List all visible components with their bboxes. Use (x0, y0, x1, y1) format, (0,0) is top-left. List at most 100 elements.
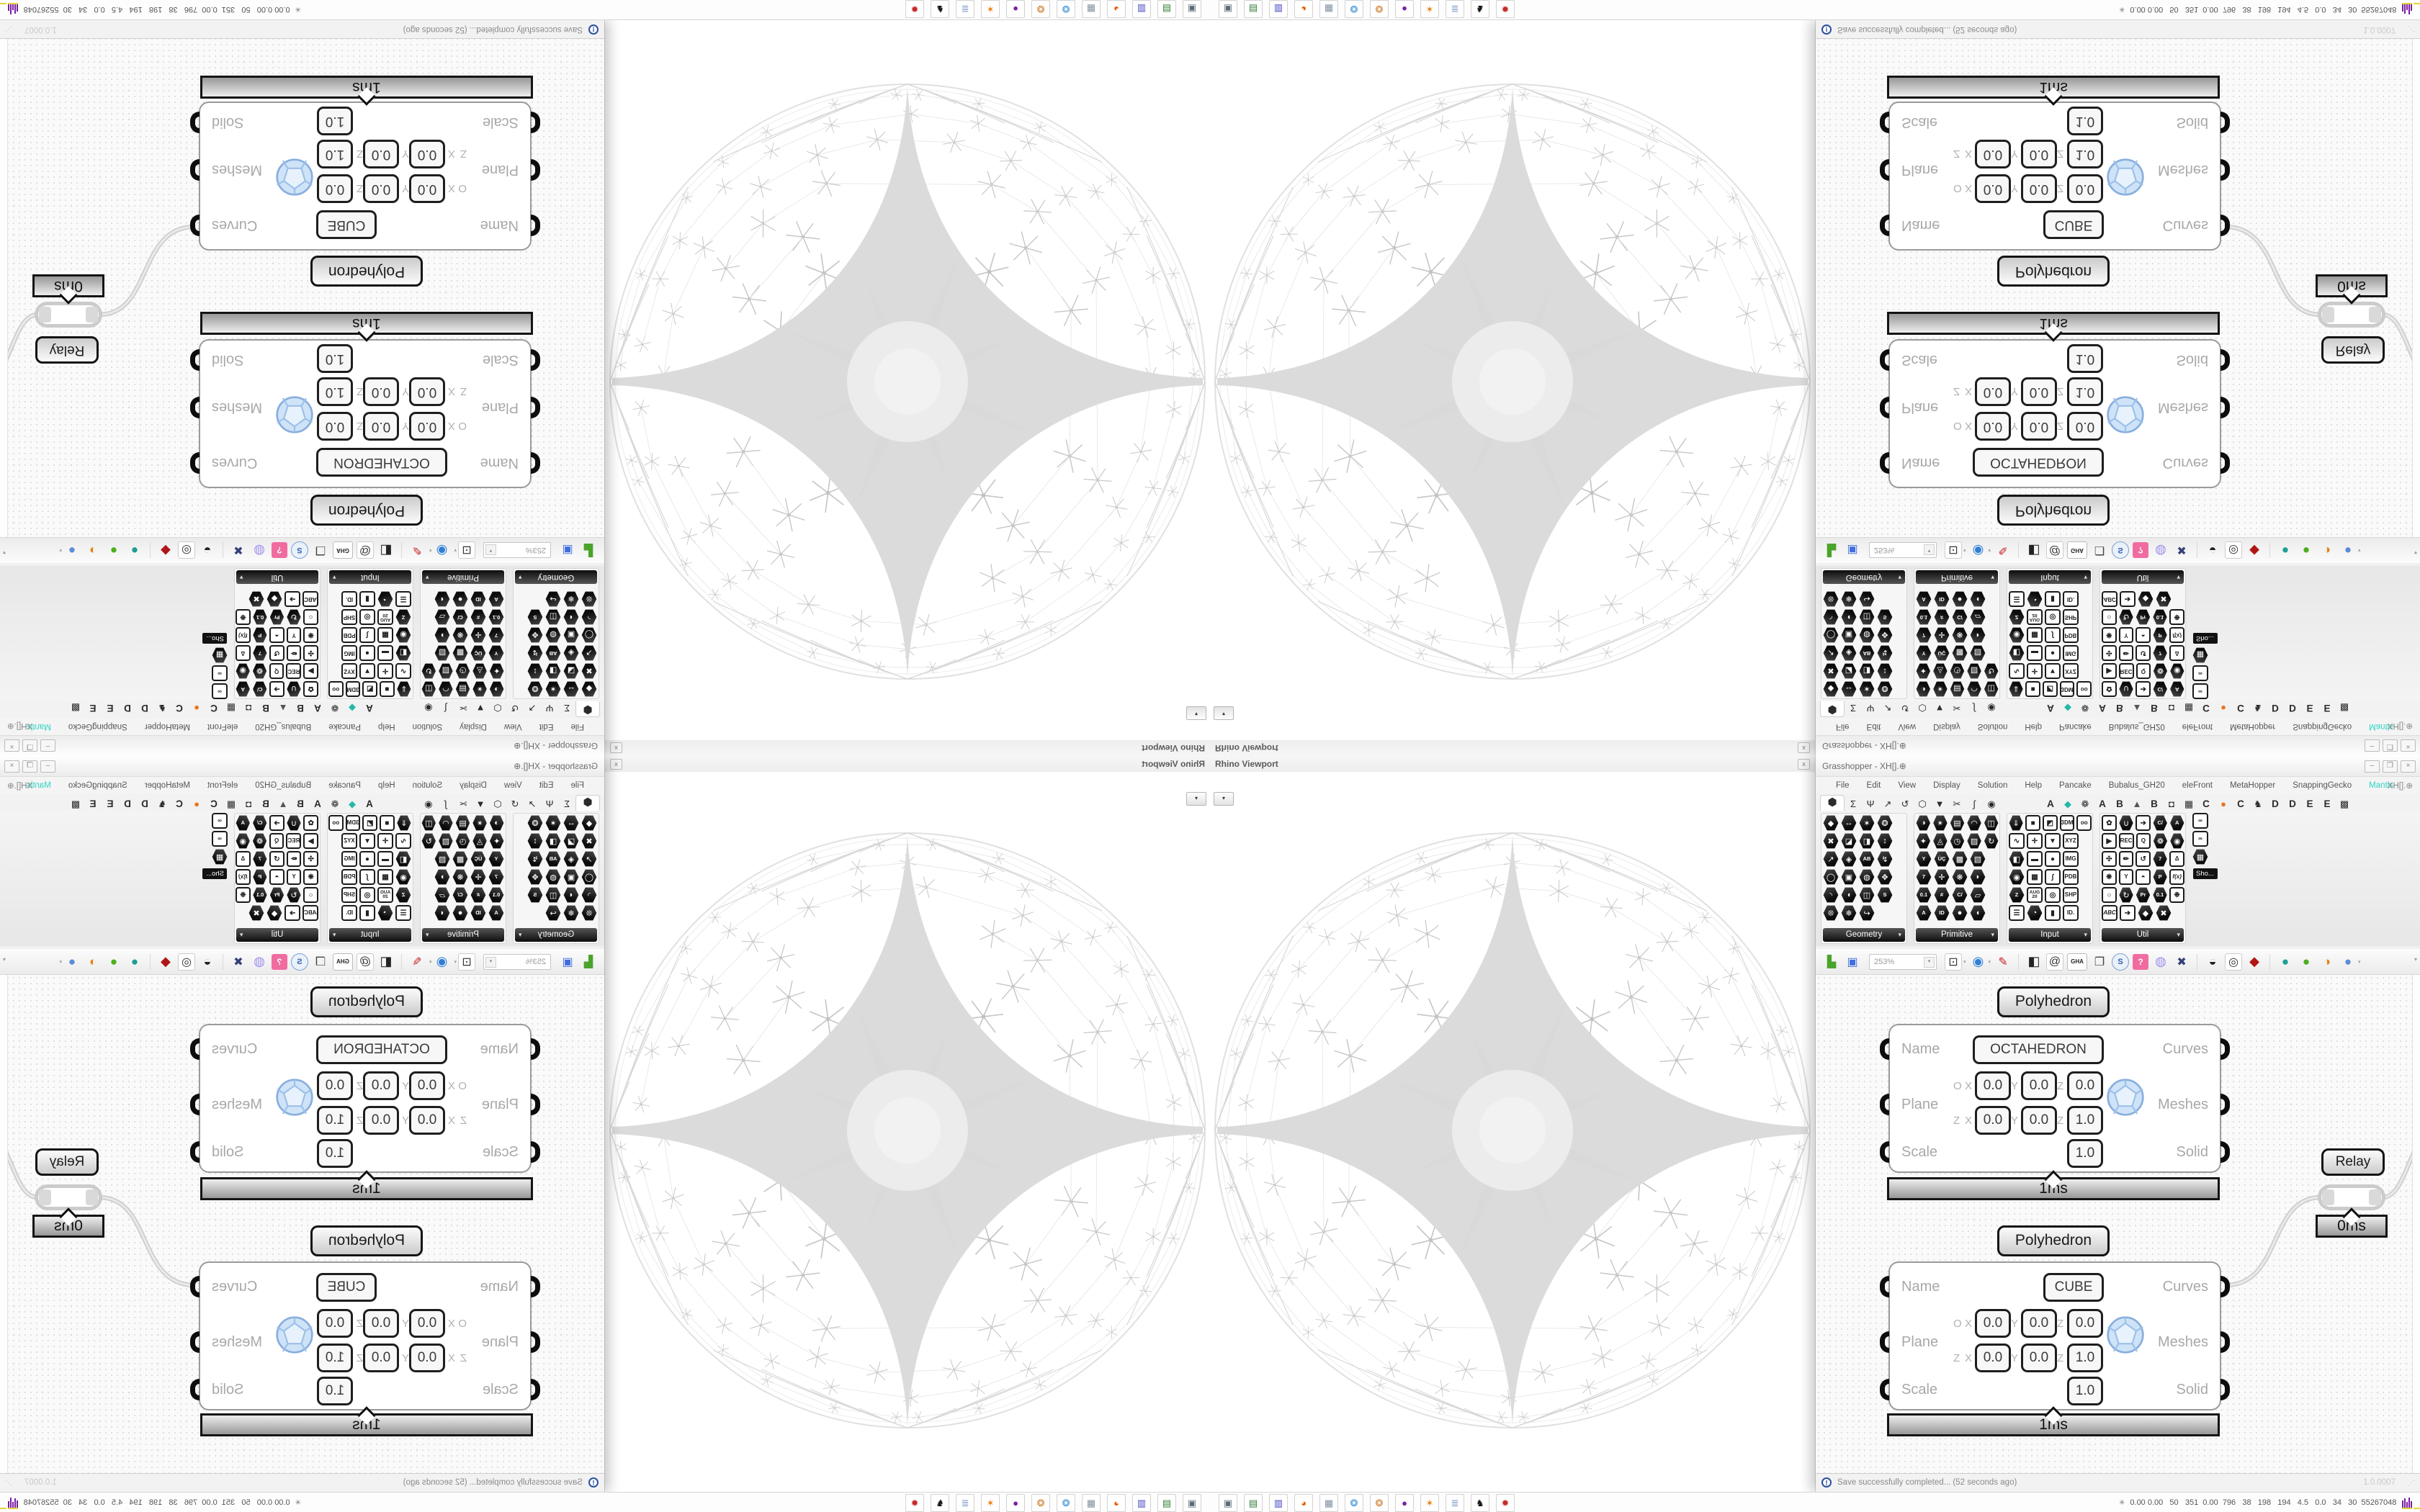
in-shp-icon[interactable]: SHP (2063, 609, 2079, 625)
in-xyz-icon[interactable]: XYZ (2063, 663, 2079, 679)
prim-tree-icon[interactable]: ❋ (452, 869, 468, 885)
prim-gear-icon[interactable]: ↻ (421, 663, 436, 679)
ut-eye-icon[interactable]: ◉ (236, 833, 250, 849)
tab-display[interactable]: ◉ (1987, 703, 1996, 714)
gh-titlebar[interactable]: Grasshopper - XH[].⊕ – ❒ × (0, 735, 604, 756)
polyhedron-component-cube[interactable]: Name Plane Scale Curves Meshes Solid CUB… (1880, 1261, 2230, 1410)
solid-output-port[interactable] (2220, 1141, 2230, 1163)
gh-canvas[interactable]: Polyhedron Name Plane Scale Curves Meshe… (0, 39, 604, 537)
prim-dark-swoosh-icon[interactable]: ◖ (434, 905, 450, 921)
in-axes-icon[interactable]: ✛ (2027, 663, 2043, 679)
tab-mesh[interactable]: ▼ (1935, 703, 1945, 714)
ut-fx-icon[interactable]: f(x) (236, 627, 251, 643)
tab-plugin-mountain[interactable]: ▲ (278, 703, 288, 714)
ut-a-icon[interactable]: A (2170, 815, 2184, 831)
palette-label-geometry[interactable]: Geometry ▾ (515, 570, 597, 584)
geo-ellipse-icon[interactable]: ◯ (1823, 627, 1839, 643)
in-mesh-icon[interactable]: ◩ (2042, 815, 2058, 831)
palette-label-primitive[interactable]: Primitive ▾ (1916, 928, 1998, 942)
tab-plugin-bird[interactable]: ♞ (2254, 703, 2262, 714)
polyhedron-component-octahedron[interactable]: Name Plane Scale Curves Meshes Solid OCT… (190, 1024, 540, 1173)
prim-plus-icon[interactable]: ✛ (1934, 627, 1950, 643)
in-idtag-icon[interactable]: ID. (341, 591, 357, 607)
tab-plugin-bird[interactable]: ♞ (2254, 798, 2262, 809)
tab-vector[interactable]: ↗ (528, 798, 537, 809)
in-import-icon[interactable]: ⇓ (397, 815, 411, 831)
geo-bolt-icon[interactable]: ↯ (1877, 851, 1893, 867)
name-value-field[interactable]: OCTAHEDRON (316, 1035, 447, 1064)
geo-bolt-icon[interactable]: ↯ (1877, 645, 1893, 661)
ut-spin-icon[interactable]: ↻ (287, 887, 301, 903)
ut-egg-icon[interactable]: ◓ (2136, 627, 2151, 643)
geo-arc-icon[interactable]: ◝ (581, 887, 597, 903)
geo-ellipse-icon[interactable]: ◯ (581, 627, 597, 643)
prim-a-icon[interactable]: A (1916, 591, 1932, 607)
geo-plane-icon[interactable]: ◪ (1841, 663, 1857, 679)
app-owl-icon[interactable]: ● (1395, 0, 1414, 18)
app-monitor-icon[interactable]: ▣ (1183, 1494, 1201, 1512)
polyhedron-component-octahedron[interactable]: Name Plane Scale Curves Meshes Solid OCT… (1880, 1024, 2230, 1173)
ut-zip-icon[interactable]: Y (286, 627, 302, 643)
tab-plugin-dots[interactable]: ▩ (71, 798, 81, 809)
tab-plugin-knot[interactable]: ❁ (2081, 798, 2089, 809)
geo-cube-icon[interactable]: ◆ (1823, 681, 1839, 697)
meshes-output-port[interactable] (2220, 1331, 2230, 1353)
in-list-icon[interactable]: ☰ (395, 905, 411, 921)
scale-value-field[interactable]: 1.0 (317, 1377, 353, 1405)
sketch-pen-icon[interactable]: ✎ (412, 955, 422, 968)
show-specs1-icon[interactable]: ∞ (2192, 813, 2208, 829)
geo-arrow-icon[interactable]: ↗ (1823, 851, 1839, 867)
geo-x-icon[interactable]: ✖ (1823, 663, 1839, 679)
polyhedron-nickname-1[interactable]: Polyhedron (310, 495, 423, 526)
prim-gear-icon[interactable]: ↻ (421, 833, 436, 849)
in-pixels-icon[interactable]: ▦ (377, 627, 393, 643)
pin-teal-icon[interactable]: ● (130, 544, 139, 558)
prim-7-icon[interactable]: 7 (1916, 627, 1932, 643)
scale-value-field[interactable]: 1.0 (2067, 344, 2103, 373)
ut-find-icon[interactable]: Q (269, 663, 284, 679)
prim-y-icon[interactable]: Y (1916, 851, 1932, 867)
resize-grip[interactable]: ⋰ (2408, 1480, 2416, 1488)
geo-diamond-icon[interactable]: ◈ (563, 851, 579, 867)
geo-disc-icon[interactable]: ❊ (1823, 905, 1839, 921)
menu-item-solution[interactable]: Solution (1977, 722, 2008, 731)
menu-item-view[interactable]: View (1898, 722, 1917, 731)
tab-params[interactable]: ⬢ (1820, 795, 1845, 811)
polyhedron-nickname-1[interactable]: Polyhedron (1997, 495, 2110, 526)
cross-wires-icon[interactable]: ✖ (2177, 955, 2187, 968)
tab-sets[interactable]: Ψ (545, 798, 554, 809)
zoom-level-select[interactable]: 253% ▾ (1869, 542, 1937, 559)
geo-snow-icon[interactable]: ❄ (1841, 591, 1857, 607)
rings-icon[interactable]: ◎ (177, 953, 195, 971)
in-bars-icon[interactable]: ▮ (2045, 905, 2061, 921)
tab-mesh[interactable]: ▼ (475, 798, 485, 809)
prim-hook-icon[interactable]: ◠ (1967, 681, 1982, 697)
in-graph-icon[interactable]: ∫ (2045, 869, 2061, 885)
app-settings-icon[interactable]: ✹ (1496, 0, 1515, 18)
tab-plugin-e1[interactable]: E (107, 703, 114, 714)
ut-01-icon[interactable]: 0.1 (2153, 609, 2167, 625)
pin-blue-icon[interactable]: ● (2344, 954, 2352, 968)
tab-sets[interactable]: Ψ (545, 703, 554, 714)
geo-surface-icon[interactable]: ◨ (545, 663, 561, 679)
in-graph-icon[interactable]: ∫ (2045, 627, 2061, 643)
app-paint2-icon[interactable]: ❂ (1370, 1494, 1389, 1512)
ut-spiral-icon[interactable]: ❁ (252, 663, 266, 679)
sketch-pen-icon[interactable]: ✎ (412, 544, 422, 557)
ut-triangle-icon[interactable]: ✣ (303, 851, 318, 867)
tab-plugin-mountain[interactable]: ▲ (2132, 703, 2142, 714)
pin-green-icon[interactable]: ● (2302, 954, 2311, 968)
resize-grip[interactable]: ⋰ (4, 1480, 12, 1488)
in-axes-icon[interactable]: ✛ (377, 663, 393, 679)
plane-input-port[interactable] (1880, 1331, 1889, 1353)
prim-filegear-icon[interactable]: ▧ (434, 851, 450, 867)
palette-label-geometry[interactable]: Geometry ▾ (1823, 928, 1905, 942)
tab-plugin-d2[interactable]: D (2289, 798, 2296, 809)
in-colorwheel-icon[interactable]: ● (359, 851, 375, 867)
plane-zy-field[interactable]: 0.0 (363, 140, 399, 168)
tab-plugin-a2[interactable]: A (2099, 703, 2106, 714)
palette-expand-icon[interactable]: ▾ (2177, 931, 2180, 938)
in-import-icon[interactable]: ⇓ (397, 681, 411, 697)
menu-item-metahopper[interactable]: MetaHopper (144, 781, 191, 790)
relay-nickname[interactable]: Relay (2321, 1148, 2385, 1176)
